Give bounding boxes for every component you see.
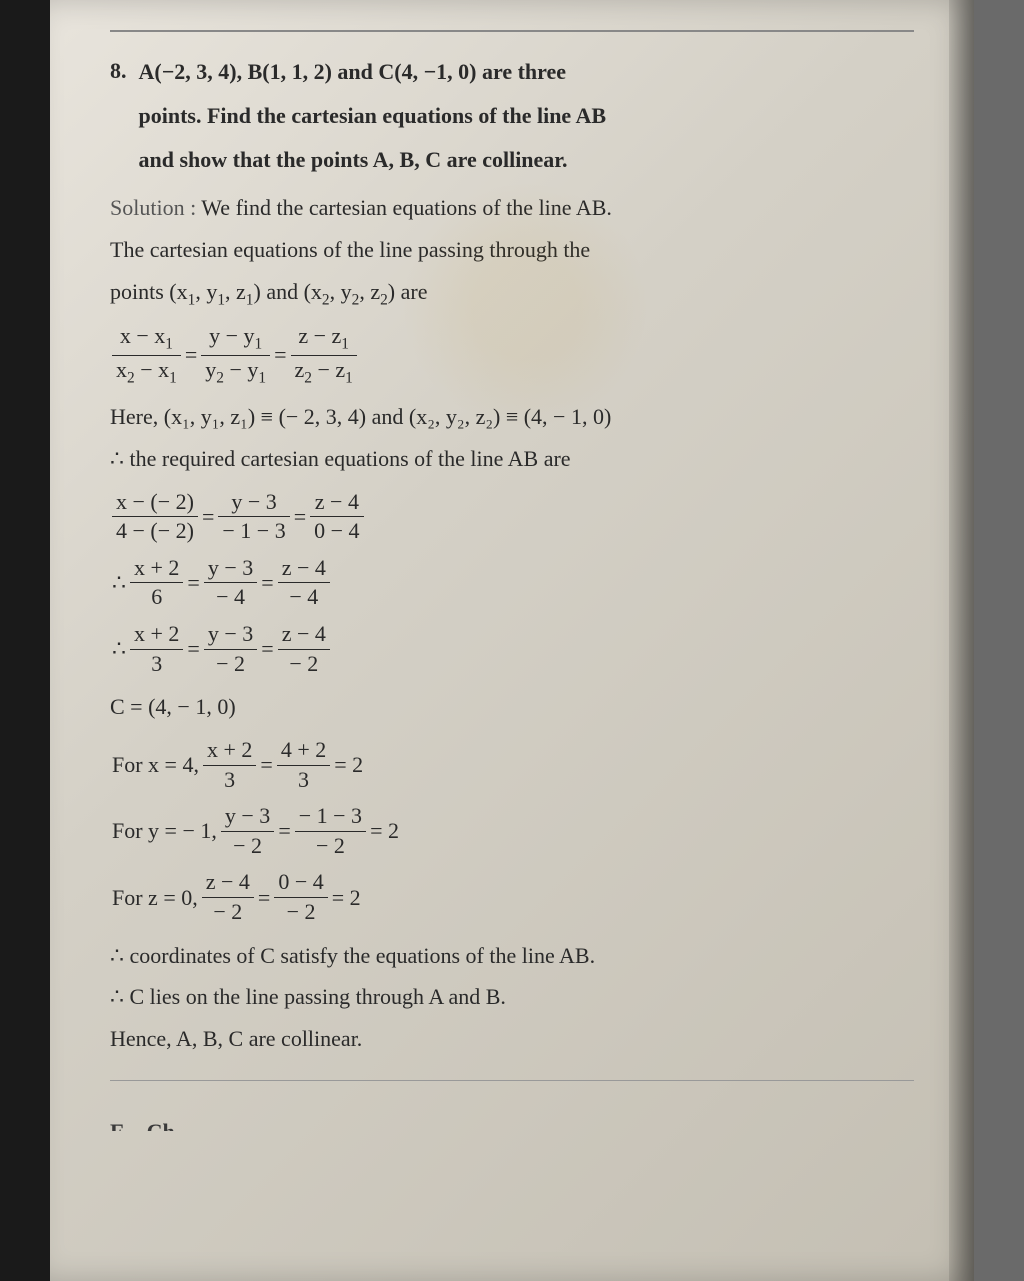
solution-body: Solution : We find the cartesian equatio…	[110, 187, 914, 229]
equals-2: =	[274, 334, 286, 376]
solution-label: Solution :	[110, 195, 196, 220]
check-z: For z = 0, z − 4 − 2 = 0 − 4 − 2 = 2	[110, 868, 914, 926]
here-line: Here, (x₁, y₁, z₁) ≡ (− 2, 3, 4) and (x₂…	[110, 396, 914, 438]
equation-1: x − (− 2) 4 − (− 2) = y − 3 − 1 − 3 = z …	[110, 488, 914, 546]
question-block: 8. A(−2, 3, 4), B(1, 1, 2) and C(4, −1, …	[110, 50, 914, 182]
frac-1: x − x1 x2 − x1	[112, 322, 181, 388]
equals-1: =	[185, 334, 197, 376]
paragraph-2: points (x1, y1, z1) and (x2, y2, z2) are	[110, 271, 914, 315]
bottom-rule	[110, 1080, 914, 1081]
question-text: A(−2, 3, 4), B(1, 1, 2) and C(4, −1, 0) …	[139, 50, 607, 182]
frac-3: z − z1 z2 − z1	[291, 322, 357, 388]
equation-3: ∴ x + 2 3 = y − 3 − 2 = z − 4 − 2	[110, 620, 914, 678]
check-x: For x = 4, x + 2 3 = 4 + 2 3 = 2	[110, 736, 914, 794]
conclusion-3: Hence, A, B, C are collinear.	[110, 1018, 914, 1060]
textbook-page: 8. A(−2, 3, 4), B(1, 1, 2) and C(4, −1, …	[50, 0, 974, 1281]
solution-intro: We find the cartesian equations of the l…	[201, 195, 612, 220]
question-line-1: A(−2, 3, 4), B(1, 1, 2) and C(4, −1, 0) …	[139, 59, 567, 84]
conclusion-1: ∴ coordinates of C satisfy the equations…	[110, 935, 914, 977]
c-point: C = (4, − 1, 0)	[110, 686, 914, 728]
equation-2: ∴ x + 2 6 = y − 3 − 4 = z − 4 − 4	[110, 554, 914, 612]
left-dark-strip	[0, 0, 50, 1281]
frac-2: y − y1 y2 − y1	[201, 322, 270, 388]
cutoff-text: E... Ch...	[110, 1111, 914, 1131]
question-number: 8.	[110, 50, 127, 92]
question-line-2: points. Find the cartesian equations of …	[139, 103, 607, 128]
paragraph-1: The cartesian equations of the line pass…	[110, 229, 914, 271]
check-y: For y = − 1, y − 3 − 2 = − 1 − 3 − 2 = 2	[110, 802, 914, 860]
page-content: 8. A(−2, 3, 4), B(1, 1, 2) and C(4, −1, …	[110, 50, 914, 1131]
conclusion-2: ∴ C lies on the line passing through A a…	[110, 976, 914, 1018]
question-line-3: and show that the points A, B, C are col…	[139, 147, 568, 172]
general-equation: x − x1 x2 − x1 = y − y1 y2 − y1 = z − z1…	[110, 322, 914, 388]
top-rule	[110, 30, 914, 32]
therefore-line-1: ∴ the required cartesian equations of th…	[110, 438, 914, 480]
